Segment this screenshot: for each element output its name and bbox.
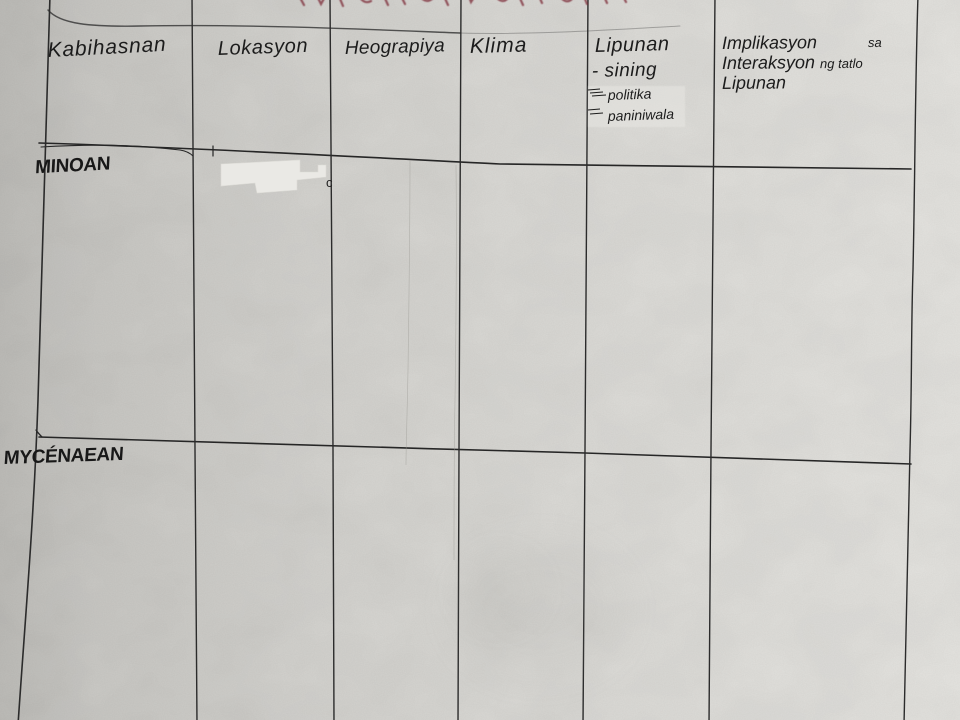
svg-text:Lokasyon: Lokasyon (217, 35, 308, 60)
svg-text:politika: politika (607, 85, 652, 103)
svg-text:Lipunan: Lipunan (722, 72, 786, 93)
svg-text:c: c (326, 175, 333, 190)
svg-text:paniniwala: paniniwala (607, 106, 675, 124)
svg-text:Lipunan: Lipunan (595, 33, 670, 57)
svg-text:Klima: Klima (470, 34, 528, 58)
svg-text:sa: sa (868, 35, 882, 50)
svg-text:Implikasyon: Implikasyon (722, 32, 817, 53)
svg-text:MYCÉNAEAN: MYCÉNAEAN (3, 443, 124, 469)
svg-text:Heograpiya: Heograpiya (345, 35, 446, 59)
svg-text:- sining: - sining (592, 59, 658, 82)
svg-text:MINOAN: MINOAN (35, 153, 111, 178)
